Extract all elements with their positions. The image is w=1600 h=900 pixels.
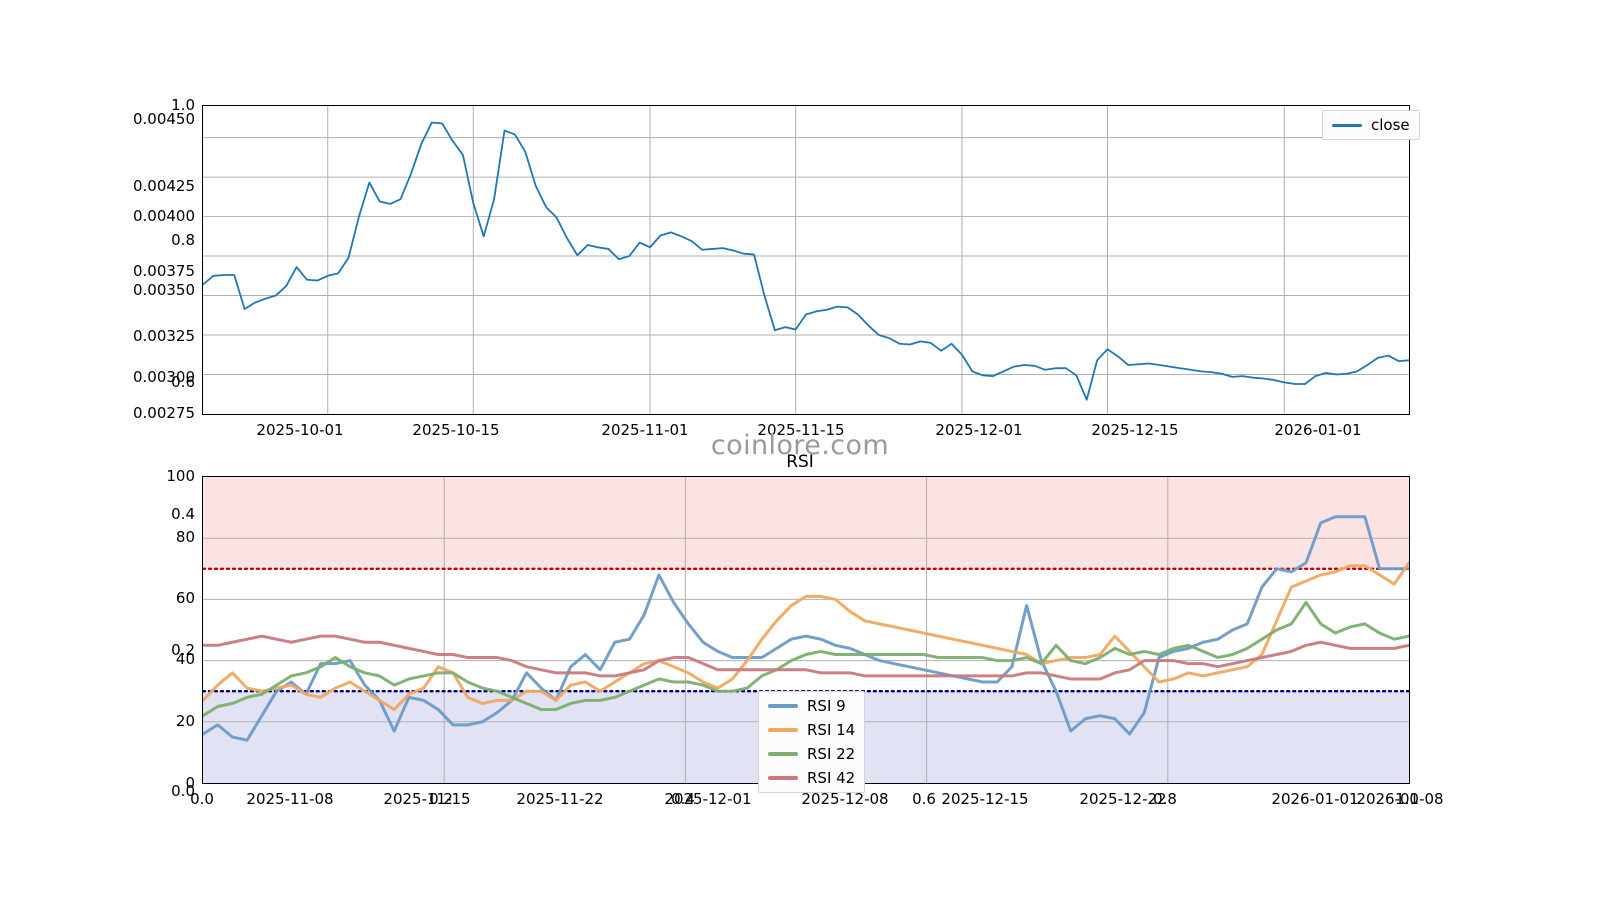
legend-swatch-rsi-42 bbox=[768, 776, 798, 780]
rsi-ghost-xtick-1: 0.2 bbox=[429, 790, 453, 808]
price-ytick-5: 0.00325 bbox=[132, 327, 195, 345]
legend-swatch-rsi-9 bbox=[768, 704, 798, 708]
rsi-ghost-xtick-4: 0.8 bbox=[1153, 790, 1177, 808]
rsi-xtick-0: 2025-11-08 bbox=[246, 790, 334, 808]
rsi-ghost-ytick-1: 0.2 bbox=[171, 641, 195, 659]
rsi-ytick-0: 100 bbox=[166, 467, 195, 485]
price-ytick-7: 0.00275 bbox=[132, 404, 195, 422]
rsi-xtick-7: 2026-01-01 bbox=[1271, 790, 1359, 808]
rsi-xtick-4: 2025-12-08 bbox=[801, 790, 889, 808]
price-xtick-1: 2025-10-15 bbox=[412, 421, 500, 439]
price-ytick-6: 0.00300 bbox=[132, 368, 195, 386]
price-legend[interactable]: close bbox=[1322, 110, 1420, 140]
legend-label-rsi-22: RSI 22 bbox=[807, 745, 856, 763]
watermark: coinlore.com bbox=[710, 430, 890, 461]
price-xtick-5: 2025-12-15 bbox=[1091, 421, 1179, 439]
price-xtick-4: 2025-12-01 bbox=[935, 421, 1023, 439]
rsi-xtick-5: 2025-12-15 bbox=[941, 790, 1029, 808]
price-xtick-0: 2025-10-01 bbox=[256, 421, 344, 439]
price-ghost-ytick-0: 1.0 bbox=[171, 96, 195, 114]
rsi-chart-title: RSI bbox=[786, 452, 814, 472]
rsi-ytick-3: 40 bbox=[175, 650, 195, 668]
price-chart-panel bbox=[202, 105, 1410, 415]
price-ytick-0: 0.00450 bbox=[132, 110, 195, 128]
legend-item-close[interactable]: close bbox=[1332, 116, 1410, 134]
rsi-xtick-6: 2025-12-22 bbox=[1079, 790, 1167, 808]
legend-label-close: close bbox=[1371, 116, 1410, 134]
rsi-ghost-xtick-2: 0.4 bbox=[671, 790, 695, 808]
rsi-xtick-1: 2025-11-15 bbox=[383, 790, 471, 808]
rsi-ghost-xtick-0: 0.0 bbox=[190, 790, 214, 808]
rsi-legend[interactable]: RSI 9 RSI 14 RSI 22 RSI 42 bbox=[758, 691, 866, 793]
rsi-xtick-8: 2026-01-08 bbox=[1356, 790, 1444, 808]
legend-swatch-rsi-14 bbox=[768, 728, 798, 732]
price-xtick-3: 2025-11-15 bbox=[757, 421, 845, 439]
rsi-ghost-ytick-2: 0.0 bbox=[171, 782, 195, 800]
rsi-ytick-2: 60 bbox=[175, 589, 195, 607]
legend-label-rsi-14: RSI 14 bbox=[807, 721, 856, 739]
price-ytick-1: 0.00425 bbox=[132, 177, 195, 195]
legend-item-rsi-14[interactable]: RSI 14 bbox=[768, 721, 855, 739]
price-ytick-2: 0.00400 bbox=[132, 207, 195, 225]
legend-swatch-close bbox=[1332, 123, 1362, 127]
legend-label-rsi-9: RSI 9 bbox=[807, 697, 846, 715]
rsi-ytick-5: 0 bbox=[185, 774, 195, 792]
rsi-ghost-ytick-0: 0.4 bbox=[171, 505, 195, 523]
price-ghost-ytick-2: 0.6 bbox=[171, 373, 195, 391]
legend-item-rsi-42[interactable]: RSI 42 bbox=[768, 769, 855, 787]
rsi-ytick-4: 20 bbox=[175, 712, 195, 730]
rsi-ghost-xtick-3: 0.6 bbox=[912, 790, 936, 808]
legend-label-rsi-42: RSI 42 bbox=[807, 769, 856, 787]
rsi-xtick-3: 2025-12-01 bbox=[664, 790, 752, 808]
price-ghost-ytick-1: 0.8 bbox=[171, 231, 195, 249]
rsi-ghost-xtick-5: 1.0 bbox=[1395, 790, 1419, 808]
price-ytick-3: 0.00375 bbox=[132, 262, 195, 280]
rsi-ytick-1: 80 bbox=[175, 528, 195, 546]
legend-item-rsi-22[interactable]: RSI 22 bbox=[768, 745, 855, 763]
price-ytick-4: 0.00350 bbox=[132, 281, 195, 299]
price-xtick-2: 2025-11-01 bbox=[601, 421, 689, 439]
legend-swatch-rsi-22 bbox=[768, 752, 798, 756]
legend-item-rsi-9[interactable]: RSI 9 bbox=[768, 697, 855, 715]
price-plot-area bbox=[203, 106, 1409, 414]
price-xtick-6: 2026-01-01 bbox=[1274, 421, 1362, 439]
rsi-xtick-2: 2025-11-22 bbox=[516, 790, 604, 808]
